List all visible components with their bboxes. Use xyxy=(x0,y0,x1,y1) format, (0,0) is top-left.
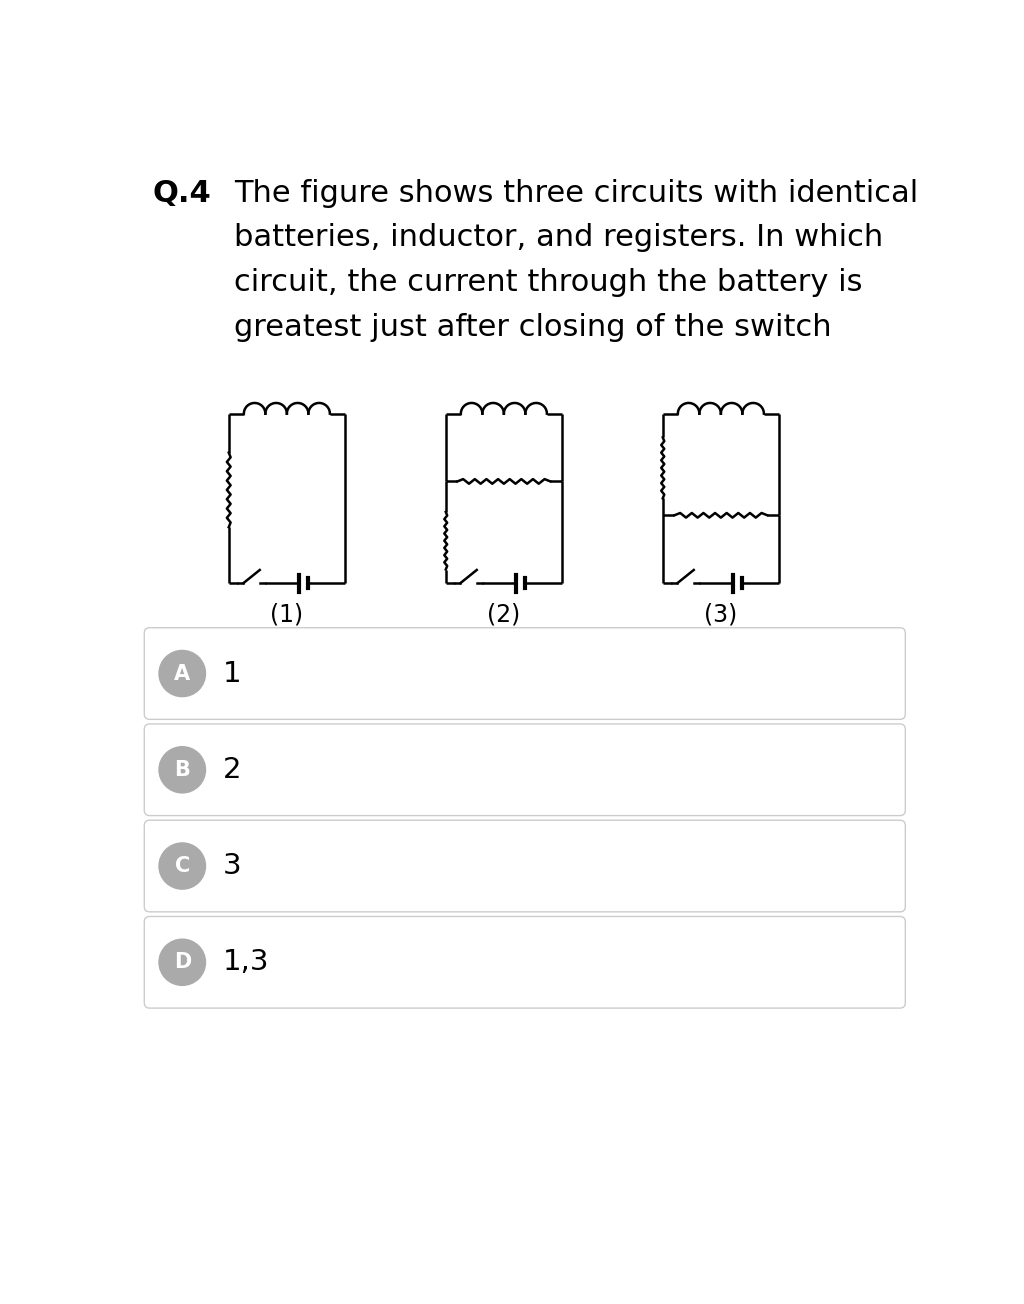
FancyBboxPatch shape xyxy=(144,917,905,1008)
Text: The figure shows three circuits with identical: The figure shows three circuits with ide… xyxy=(234,179,919,207)
Circle shape xyxy=(159,651,206,696)
Text: (1): (1) xyxy=(270,602,303,626)
Text: C: C xyxy=(175,855,189,876)
Text: circuit, the current through the battery is: circuit, the current through the battery… xyxy=(234,269,862,297)
Text: 3: 3 xyxy=(222,852,242,880)
Text: A: A xyxy=(174,664,190,683)
Text: 1,3: 1,3 xyxy=(222,948,269,977)
Text: (3): (3) xyxy=(705,602,737,626)
Text: (2): (2) xyxy=(487,602,520,626)
Circle shape xyxy=(159,747,206,793)
Circle shape xyxy=(159,939,206,986)
Text: batteries, inductor, and registers. In which: batteries, inductor, and registers. In w… xyxy=(234,223,884,253)
FancyBboxPatch shape xyxy=(144,820,905,911)
FancyBboxPatch shape xyxy=(144,627,905,720)
Text: B: B xyxy=(174,760,190,780)
Text: greatest just after closing of the switch: greatest just after closing of the switc… xyxy=(234,313,831,342)
Text: 2: 2 xyxy=(222,756,241,784)
Text: D: D xyxy=(174,952,190,973)
Circle shape xyxy=(159,842,206,889)
Text: 1: 1 xyxy=(222,660,242,687)
Text: Q.4: Q.4 xyxy=(153,179,212,207)
FancyBboxPatch shape xyxy=(144,724,905,815)
